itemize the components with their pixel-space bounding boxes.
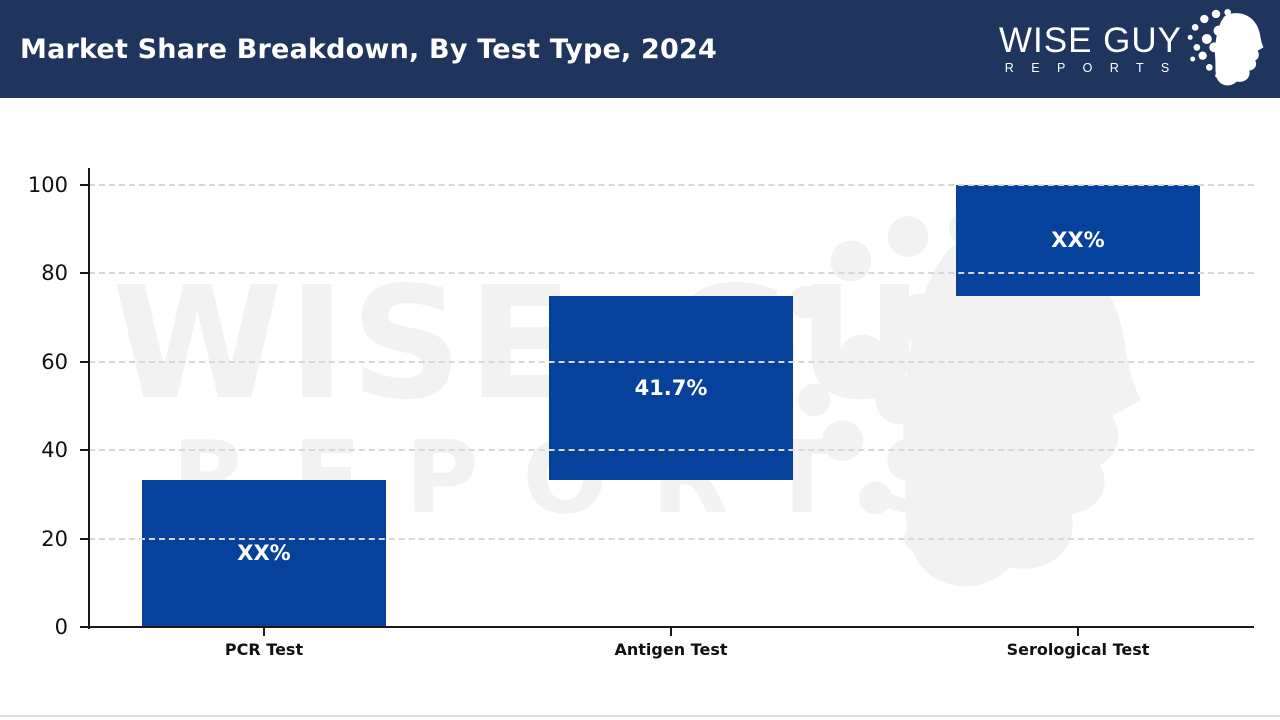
y-tick-mark-40: [80, 449, 88, 452]
page-title: Market Share Breakdown, By Test Type, 20…: [20, 33, 718, 65]
bar-antigen-test: [549, 295, 793, 480]
bar-value-label-2: 41.7%: [634, 375, 708, 400]
gridline-60: [89, 360, 1254, 363]
header-bar: Market Share Breakdown, By Test Type, 20…: [0, 0, 1280, 98]
y-tick-mark-20: [80, 537, 88, 540]
y-tick-mark-80: [80, 272, 88, 275]
y-tick-mark-60: [80, 360, 88, 363]
gridline-20: [89, 537, 1254, 540]
brand-logo: WISE GUY R E P O R T S: [999, 6, 1268, 92]
gridline-100: [89, 184, 1254, 186]
x-category-label-2: Antigen Test: [614, 640, 728, 659]
brand-face-icon: [1187, 9, 1264, 86]
y-tick-mark-100: [80, 184, 88, 186]
y-tick-label-60: 60: [41, 349, 68, 374]
y-tick-label-40: 40: [41, 438, 68, 463]
y-tick-label-80: 80: [41, 261, 68, 286]
x-tick-mark-3: [1077, 628, 1079, 636]
bar-value-label-1: XX%: [237, 541, 291, 566]
x-tick-mark-1: [263, 628, 265, 636]
brand-wordmark: WISE GUY: [998, 20, 1182, 60]
x-category-label-1: PCR Test: [224, 640, 304, 659]
bar-serological-test: [956, 185, 1200, 296]
y-axis-spine: [88, 168, 90, 629]
y-tick-label-20: 20: [41, 526, 68, 551]
x-tick-mark-2: [670, 628, 672, 636]
y-tick-mark-0: [80, 626, 88, 628]
bar-pcr-test: [142, 479, 386, 627]
y-tick-label-0: 0: [54, 615, 68, 639]
x-axis-spine: [88, 626, 1254, 628]
bottom-rule: [0, 715, 1280, 717]
gridline-80: [89, 272, 1254, 275]
bar-value-label-3: XX%: [1051, 228, 1105, 253]
y-tick-label-100: 100: [27, 173, 68, 197]
brand-subtext: R E P O R T S: [1004, 61, 1177, 76]
gridline-40: [89, 449, 1254, 452]
x-category-label-3: Serological Test: [1006, 640, 1150, 659]
